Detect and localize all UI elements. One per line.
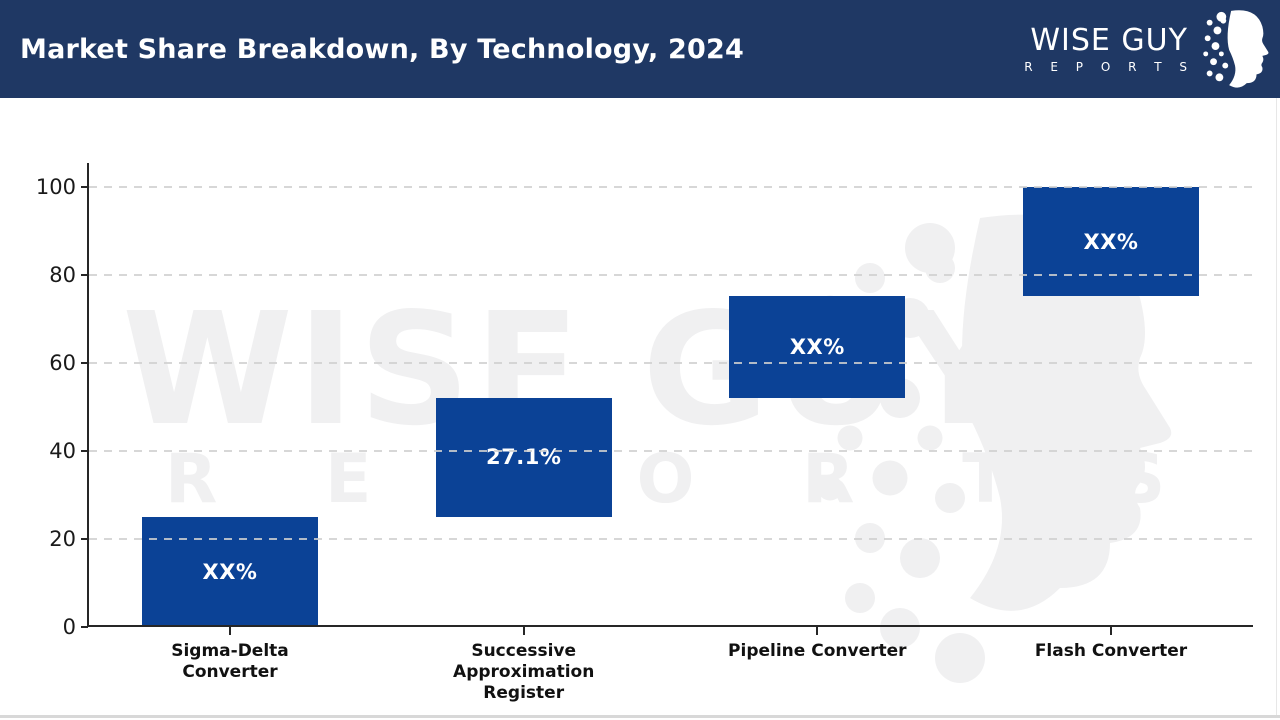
gridline [89,186,1253,189]
y-tick-label: 80 [49,263,76,288]
x-tick-label: Pipeline Converter [728,641,907,661]
y-tick-label: 40 [49,438,76,463]
chart-title: Market Share Breakdown, By Technology, 2… [20,33,745,65]
bar: XX% [1023,187,1199,297]
plot-area: WISE GUY R E P O R T S 0 20 40 60 80 [0,98,1280,716]
x-axis [87,625,1253,627]
gridline [89,537,1253,540]
header: Market Share Breakdown, By Technology, 2… [0,0,1280,98]
y-tick-mark [81,361,88,364]
y-tick-mark [81,274,88,277]
brand-logo: WISE GUY R E P O R T S [1024,7,1272,91]
bar: XX% [142,516,318,627]
y-axis [87,163,89,627]
x-tick-label: Successive Approximation Register [453,641,595,703]
bar: XX% [729,296,906,398]
figure-right-border [1276,98,1277,716]
y-tick-label: 0 [62,614,76,639]
x-tick-mark [522,627,525,635]
logo-wordmark: WISE GUY [1030,22,1188,58]
y-tick-label: 100 [35,175,76,200]
x-tick-label: Sigma-Delta Converter [171,641,289,682]
bar: 27.1% [435,397,612,517]
logo-text: WISE GUY R E P O R T S [1024,22,1194,74]
y-tick-label: 20 [49,526,76,551]
figure-bottom-border [0,715,1280,718]
gridline [89,449,1253,452]
gridline [89,274,1253,277]
x-tick-label: Flash Converter [1034,641,1188,661]
x-tick-mark [229,627,231,635]
logo-face-icon [1203,10,1269,88]
x-tick-mark [816,627,819,635]
bar-value-label: 27.1% [486,445,562,470]
y-tick-label: 60 [49,350,76,375]
y-tick-mark [81,449,88,452]
y-tick-mark [81,537,88,540]
y-tick-mark [81,625,88,628]
bar-value-label: XX% [1083,229,1139,254]
logo-subtext: R E P O R T S [1024,59,1194,74]
gridline [89,361,1253,364]
y-tick-mark [81,186,88,189]
x-tick-mark [1110,627,1112,635]
bar-value-label: XX% [202,559,258,584]
bar-value-label: XX% [789,334,845,359]
